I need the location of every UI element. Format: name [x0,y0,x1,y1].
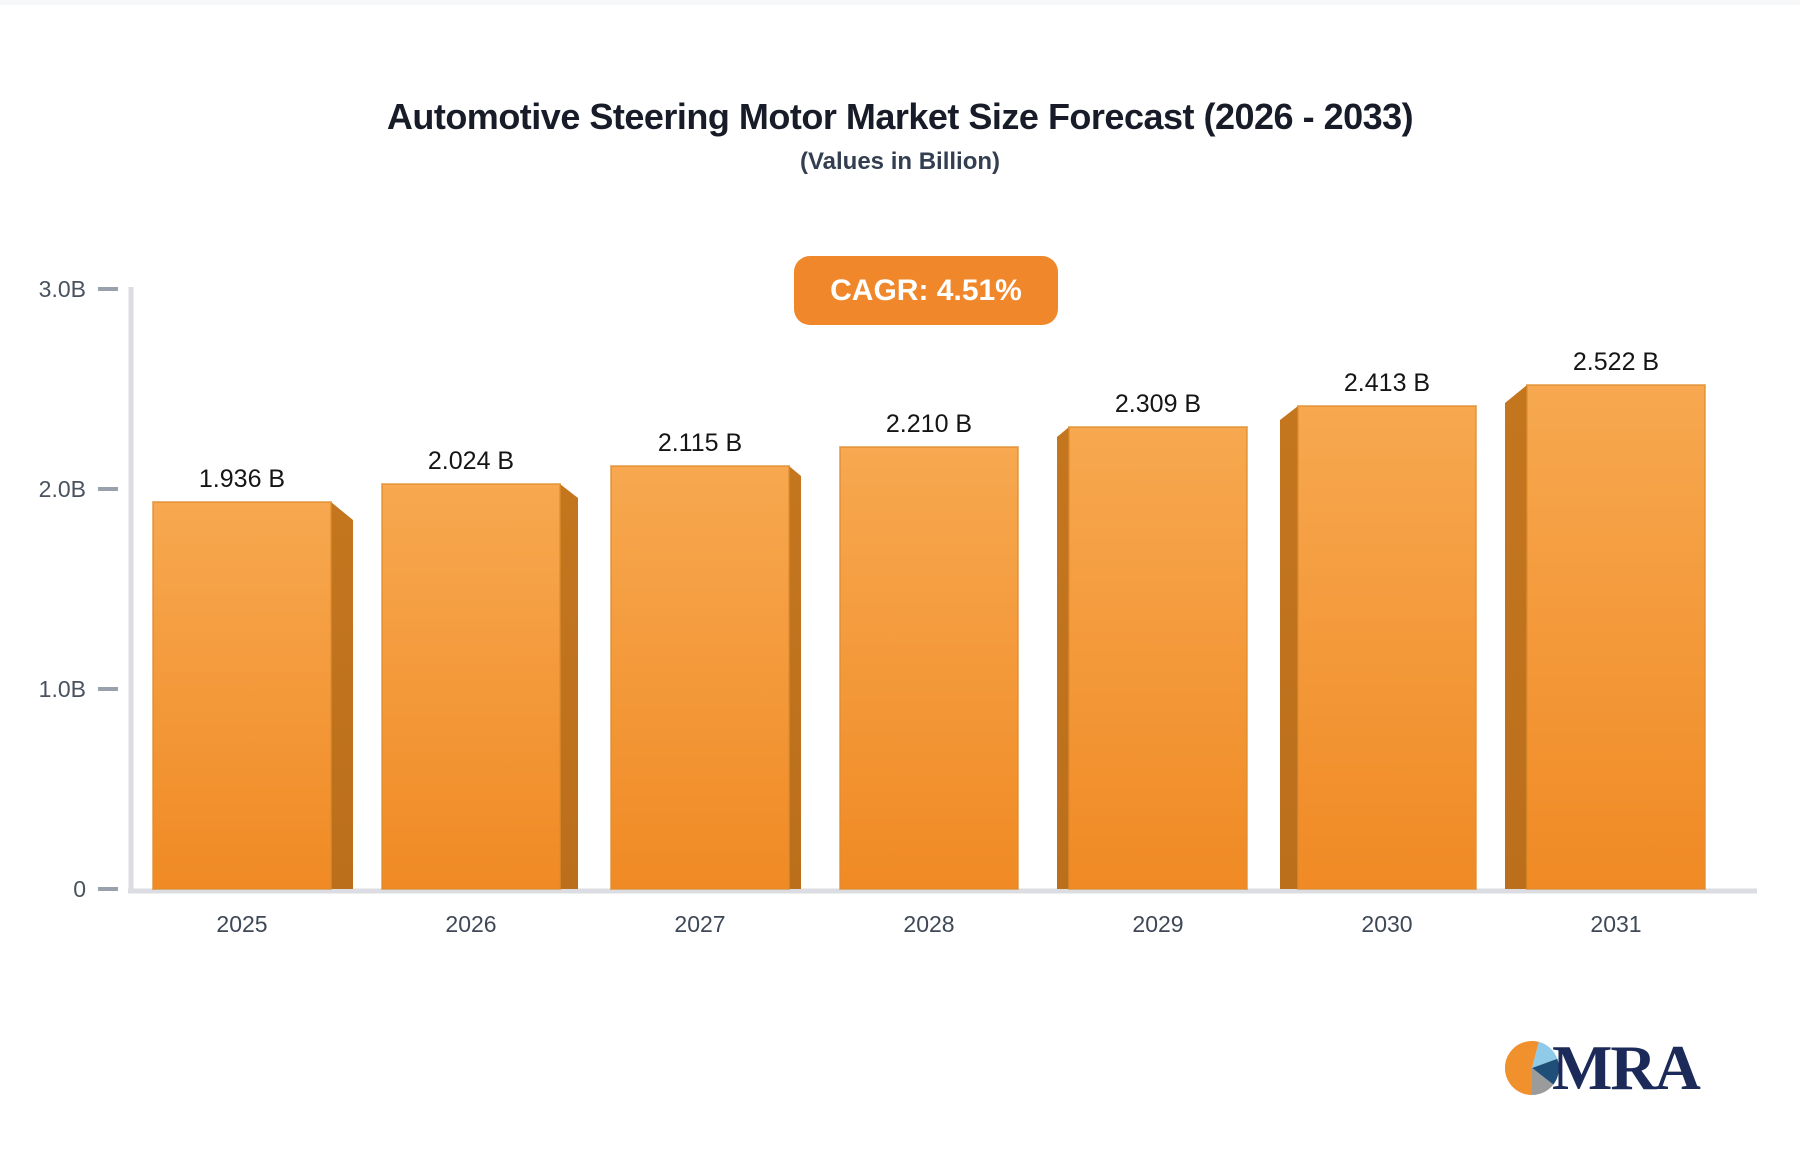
bar-2031 [1526,384,1706,890]
x-axis-label-2025: 2025 [216,911,267,937]
top-strip [0,0,1800,5]
y-tick-label: 0 [73,876,86,902]
bar-value-label-2026: 2.024 B [428,447,514,475]
y-tick-label: 3.0B [39,276,86,302]
bar-side-face-2031 [1505,385,1527,889]
mra-logo-text: MRA [1552,1032,1701,1103]
bar-value-label-2027: 2.115 B [658,429,742,457]
pie-slice-gray [1532,1068,1554,1095]
bar-side-face-2029 [1057,427,1069,889]
mra-logo: MRA [1505,1032,1701,1103]
bar-2026 [381,483,561,890]
chart-subtitle: (Values in Billion) [799,148,1001,175]
mra-pie-icon [1505,1041,1559,1095]
bar-side-face-2030 [1280,406,1298,889]
pie-slice-lightblue [1532,1041,1558,1068]
cagr-badge: CAGR: 4.51% [794,256,1058,325]
x-axis-label-2030: 2030 [1361,911,1412,937]
bar-value-label-2029: 2.309 B [1115,390,1201,418]
y-tick-label: 1.0B [39,676,86,702]
bar-side-face-2025 [331,502,353,889]
bar-value-label-2030: 2.413 B [1344,369,1430,397]
pie-slice-orange [1505,1041,1539,1095]
cagr-badge-label: CAGR: 4.51% [830,273,1022,307]
bar-side-face-2026 [560,484,578,889]
x-axis-label-2029: 2029 [1132,911,1183,937]
bar-2030 [1297,405,1477,890]
x-axis-label-2026: 2026 [445,911,496,937]
bar-value-label-2025: 1.936 B [199,465,285,493]
bar-2025 [152,501,332,890]
bar-2029 [1068,426,1248,890]
bar-2028 [839,446,1019,890]
x-axis-label-2031: 2031 [1590,911,1641,937]
x-axis-label-2027: 2027 [674,911,725,937]
pie-slice-navy [1532,1058,1559,1085]
bar-value-label-2028: 2.210 B [886,410,972,438]
bar-value-label-2031: 2.522 B [1573,348,1659,376]
y-tick-label: 2.0B [39,476,86,502]
chart-title: Automotive Steering Motor Market Size Fo… [386,96,1414,137]
bar-2027 [610,465,790,890]
bar-side-face-2027 [789,466,801,889]
x-axis-label-2028: 2028 [903,911,954,937]
